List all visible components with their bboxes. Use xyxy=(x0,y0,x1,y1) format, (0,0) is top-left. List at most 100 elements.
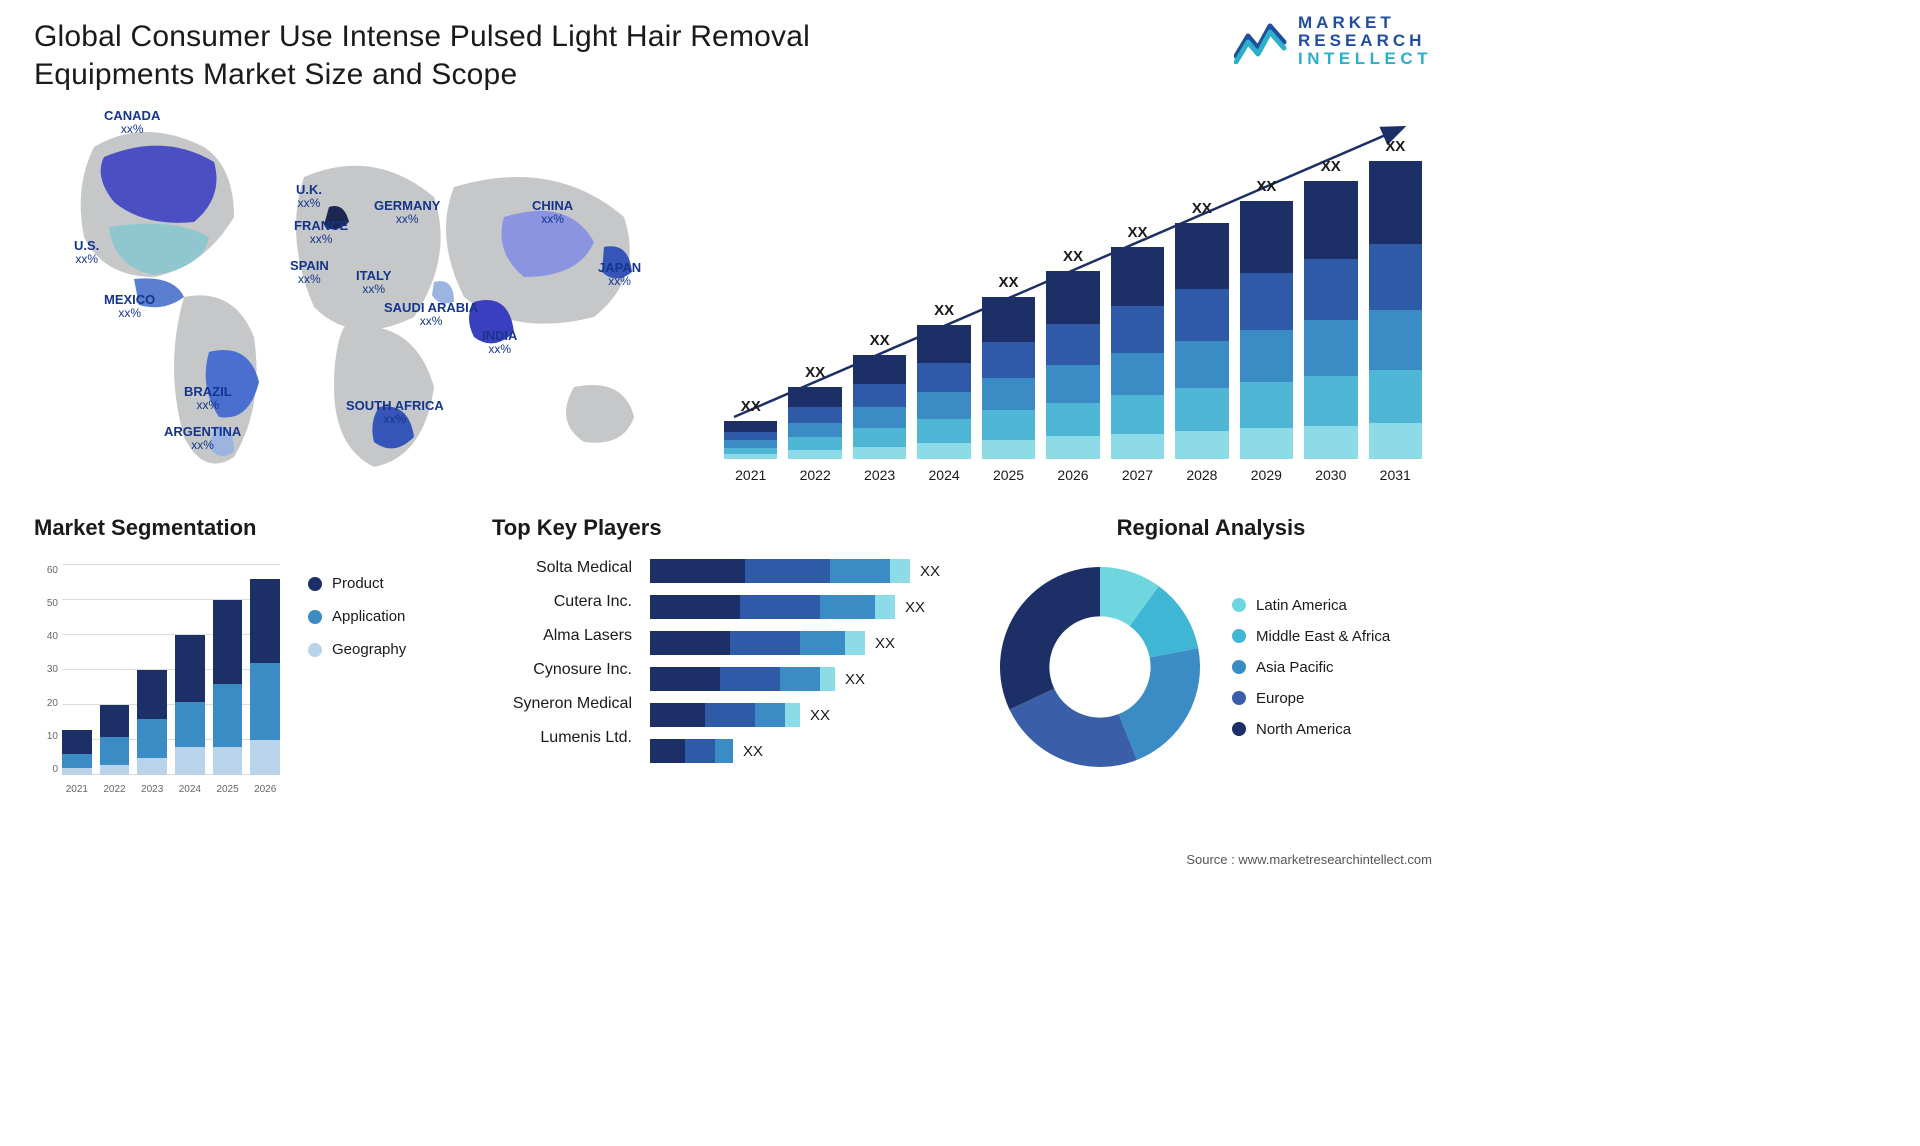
y-axis-tick: 10 xyxy=(34,731,58,742)
chart-bar xyxy=(250,579,280,775)
country-label: ITALYxx% xyxy=(356,269,391,296)
country-label: JAPANxx% xyxy=(598,261,641,288)
regional-title: Regional Analysis xyxy=(990,515,1432,541)
chart-bar xyxy=(1304,181,1357,459)
y-axis-tick: 20 xyxy=(34,698,58,709)
players-bar-list: XX XX XX XX XX XX xyxy=(650,557,962,763)
segmentation-panel: Market Segmentation 60 50 40 30 20 10 0 2021 20… xyxy=(34,515,464,797)
regional-legend: Latin America Middle East & Africa Asia Pa… xyxy=(1232,597,1390,738)
x-axis-label: 2022 xyxy=(788,467,841,483)
player-bar-row: XX xyxy=(650,595,962,619)
bar-value-label: XX xyxy=(999,274,1019,291)
country-label: SPAINxx% xyxy=(290,259,329,286)
country-label: BRAZILxx% xyxy=(184,385,232,412)
logo-mark-icon xyxy=(1234,18,1288,64)
chart-bar xyxy=(917,325,970,459)
chart-bar xyxy=(853,355,906,459)
x-axis-label: 2027 xyxy=(1111,467,1164,483)
country-label: INDIAxx% xyxy=(482,329,517,356)
country-label: SOUTH AFRICAxx% xyxy=(346,399,444,426)
x-axis-label: 2026 xyxy=(1046,467,1099,483)
chart-bar xyxy=(213,600,243,775)
players-panel: Top Key Players Solta Medical Cutera Inc.… xyxy=(492,515,962,797)
legend-item: Latin America xyxy=(1232,597,1390,614)
x-axis-label: 2025 xyxy=(982,467,1035,483)
chart-bar xyxy=(137,670,167,775)
brand-logo: MARKET RESEARCH INTELLECT xyxy=(1234,14,1432,68)
regional-donut-chart xyxy=(990,557,1210,777)
market-size-chart: 2021 2022 2023 2024 2025 2026 2027 2028 2029 2030… xyxy=(704,107,1432,487)
country-label: CHINAxx% xyxy=(532,199,573,226)
player-value-label: XX xyxy=(845,671,865,688)
source-attribution: Source : www.marketresearchintellect.com xyxy=(1186,852,1432,867)
chart-bar xyxy=(982,297,1035,459)
x-axis-label: 2021 xyxy=(62,784,92,795)
legend-item: Asia Pacific xyxy=(1232,659,1390,676)
x-axis-label: 2026 xyxy=(250,784,280,795)
segmentation-legend: ProductApplicationGeography xyxy=(308,575,406,797)
player-bar-row: XX xyxy=(650,559,962,583)
y-axis-tick: 40 xyxy=(34,631,58,642)
bar-value-label: XX xyxy=(741,398,761,415)
player-name: Cutera Inc. xyxy=(492,593,632,611)
x-axis-label: 2024 xyxy=(917,467,970,483)
x-axis-label: 2030 xyxy=(1304,467,1357,483)
x-axis-label: 2022 xyxy=(100,784,130,795)
x-axis-label: 2028 xyxy=(1175,467,1228,483)
country-label: U.S.xx% xyxy=(74,239,99,266)
chart-bar xyxy=(1046,271,1099,459)
world-map: CANADAxx%U.S.xx%MEXICOxx%BRAZILxx%ARGENT… xyxy=(34,107,674,487)
chart-bar xyxy=(724,421,777,459)
legend-item: Middle East & Africa xyxy=(1232,628,1390,645)
x-axis-label: 2021 xyxy=(724,467,777,483)
players-title: Top Key Players xyxy=(492,515,962,541)
x-axis-label: 2023 xyxy=(853,467,906,483)
y-axis-tick: 50 xyxy=(34,598,58,609)
bar-value-label: XX xyxy=(1063,248,1083,265)
regional-panel: Regional Analysis Latin America Middle Ea… xyxy=(990,515,1432,797)
segmentation-chart: 60 50 40 30 20 10 0 2021 2022 2023 2024 2025 2026 xyxy=(34,557,284,797)
country-label: U.K.xx% xyxy=(296,183,322,210)
chart-bar xyxy=(1240,201,1293,459)
country-label: FRANCExx% xyxy=(294,219,348,246)
x-axis-label: 2025 xyxy=(213,784,243,795)
y-axis-tick: 0 xyxy=(34,764,58,775)
player-name: Alma Lasers xyxy=(492,627,632,645)
legend-item: Application xyxy=(308,608,406,625)
bar-value-label: XX xyxy=(1385,138,1405,155)
chart-bar xyxy=(100,705,130,775)
players-name-list: Solta Medical Cutera Inc. Alma Lasers Cynos… xyxy=(492,557,632,763)
donut-slice xyxy=(1119,648,1200,760)
x-axis-label: 2023 xyxy=(137,784,167,795)
legend-item: Geography xyxy=(308,641,406,658)
player-value-label: XX xyxy=(743,743,763,760)
bar-value-label: XX xyxy=(870,332,890,349)
player-name: Syneron Medical xyxy=(492,695,632,713)
legend-item: North America xyxy=(1232,721,1390,738)
chart-bar xyxy=(788,387,841,459)
y-axis-tick: 60 xyxy=(34,565,58,576)
x-axis-label: 2031 xyxy=(1369,467,1422,483)
logo-line1: MARKET xyxy=(1298,14,1432,32)
bar-value-label: XX xyxy=(1321,158,1341,175)
country-label: SAUDI ARABIAxx% xyxy=(384,301,478,328)
player-bar-row: XX xyxy=(650,703,962,727)
bar-value-label: XX xyxy=(934,302,954,319)
chart-bar xyxy=(1175,223,1228,459)
x-axis-label: 2029 xyxy=(1240,467,1293,483)
legend-item: Europe xyxy=(1232,690,1390,707)
player-bar-row: XX xyxy=(650,631,962,655)
player-name: Solta Medical xyxy=(492,559,632,577)
player-name: Cynosure Inc. xyxy=(492,661,632,679)
chart-bar xyxy=(62,730,92,776)
bar-value-label: XX xyxy=(1127,224,1147,241)
logo-line2: RESEARCH xyxy=(1298,32,1432,50)
player-bar-row: XX xyxy=(650,667,962,691)
x-axis-label: 2024 xyxy=(175,784,205,795)
player-value-label: XX xyxy=(905,599,925,616)
segmentation-title: Market Segmentation xyxy=(34,515,464,541)
player-name: Lumenis Ltd. xyxy=(492,729,632,747)
player-value-label: XX xyxy=(920,563,940,580)
player-bar-row: XX xyxy=(650,739,962,763)
y-axis-tick: 30 xyxy=(34,664,58,675)
